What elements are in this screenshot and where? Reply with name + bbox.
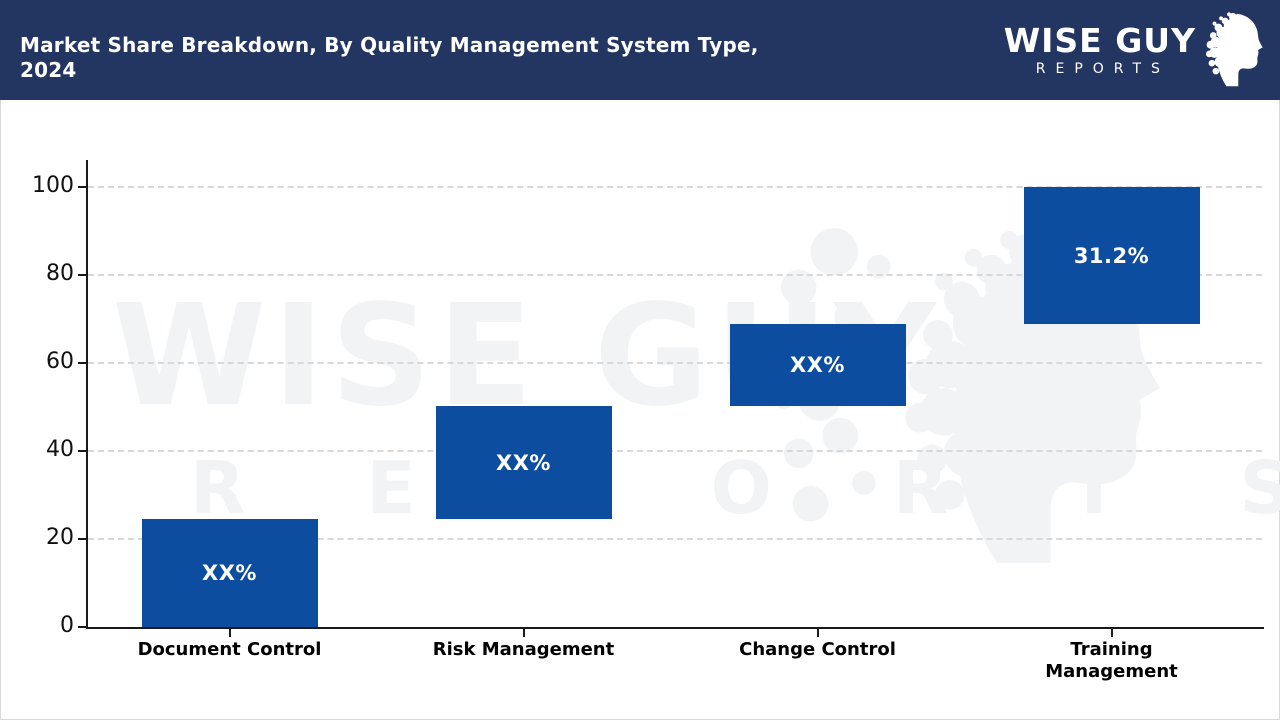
x-category-label-3: Training Management (1045, 639, 1178, 682)
x-category-label-2: Change Control (739, 639, 896, 660)
bar-value-label-3: 31.2% (1073, 243, 1150, 268)
brand-head-icon (1205, 12, 1263, 87)
page-title: Market Share Breakdown, By Quality Manag… (20, 33, 759, 83)
gridline-60 (88, 362, 1262, 364)
brand-tagline: REPORTS (1035, 61, 1170, 77)
y-tick-label-60: 60 (46, 349, 74, 374)
y-tick-label-20: 20 (46, 525, 74, 550)
y-tick-mark-20 (78, 538, 87, 540)
brand-wordmark: WISE GUY (1003, 21, 1196, 60)
y-tick-mark-80 (78, 274, 87, 276)
y-tick-mark-40 (78, 450, 87, 452)
bar-0: XX% (141, 519, 318, 627)
x-tick-mark-2 (816, 629, 819, 637)
x-category-label-0: Document Control (137, 639, 322, 660)
y-tick-label-40: 40 (46, 437, 74, 462)
brand-logo: WISE GUY REPORTS (1004, 8, 1266, 92)
brand-logo-text: WISE GUY REPORTS (1003, 21, 1196, 78)
gridline-20 (88, 538, 1262, 540)
bar-value-label-0: XX% (202, 561, 257, 586)
gridline-100 (88, 186, 1262, 188)
page-title-line2: 2024 (20, 58, 77, 82)
x-tick-mark-3 (1110, 629, 1113, 637)
bar-value-label-2: XX% (790, 353, 845, 378)
y-tick-label-100: 100 (32, 173, 74, 198)
header-bar: Market Share Breakdown, By Quality Manag… (0, 0, 1280, 100)
bar-value-label-1: XX% (496, 450, 551, 475)
bar-1: XX% (435, 406, 612, 520)
y-tick-mark-0 (78, 626, 87, 628)
gridline-80 (88, 274, 1262, 276)
page-title-line1: Market Share Breakdown, By Quality Manag… (20, 33, 759, 57)
bar-2: XX% (729, 324, 906, 407)
x-category-label-1: Risk Management (432, 639, 615, 660)
y-tick-label-0: 0 (60, 613, 74, 638)
y-tick-mark-100 (78, 186, 87, 188)
x-axis-spine (86, 627, 1264, 629)
y-axis-spine (86, 160, 88, 629)
bar-3: 31.2% (1023, 187, 1200, 325)
x-tick-mark-1 (522, 629, 525, 637)
y-tick-mark-60 (78, 362, 87, 364)
y-tick-label-80: 80 (46, 261, 74, 286)
gridline-40 (88, 450, 1262, 452)
x-tick-mark-0 (228, 629, 231, 637)
plot-area: XX% Document Control XX% Risk Management XX%… (88, 160, 1262, 682)
